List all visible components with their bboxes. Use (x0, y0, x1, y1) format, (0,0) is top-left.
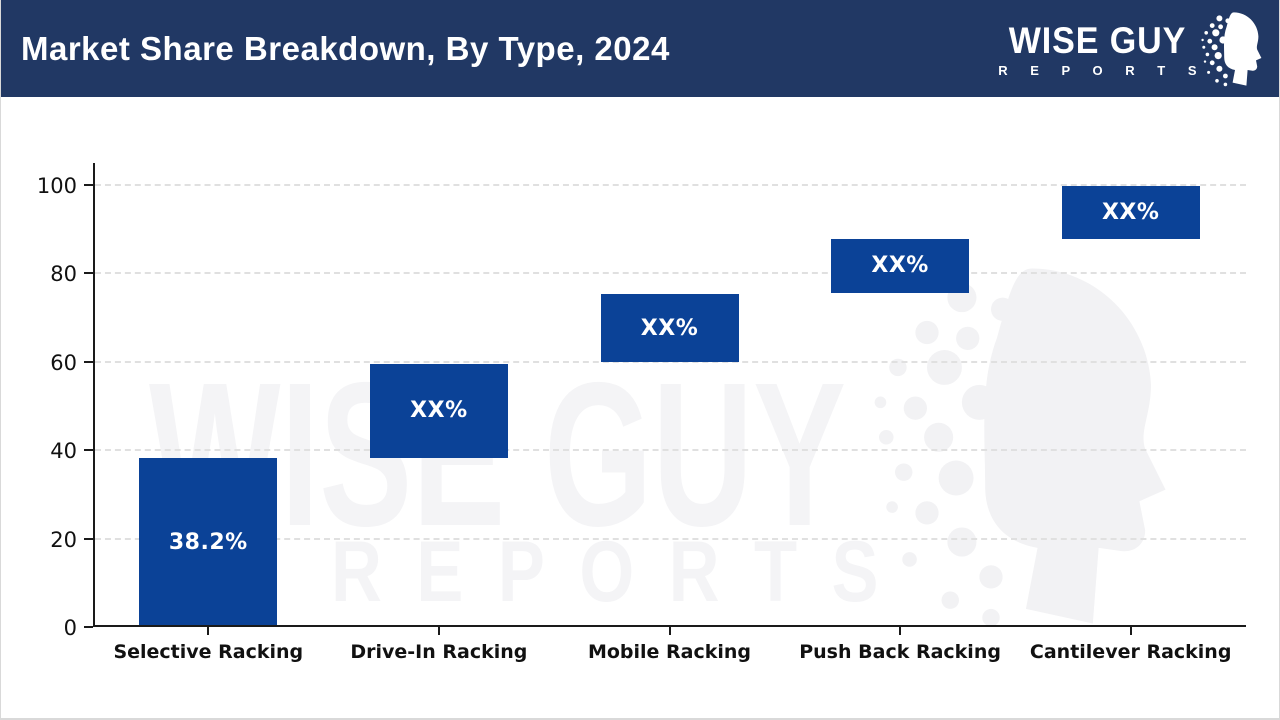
y-tick-label: 100 (36, 173, 77, 198)
gridline (95, 449, 1246, 451)
y-tick-mark (84, 183, 93, 186)
gridline (95, 537, 1246, 540)
y-tick-mark (84, 626, 93, 628)
y-axis-line (93, 163, 95, 627)
logo-text: WISE GUY R E P O R T S (998, 20, 1197, 78)
x-tick-mark (668, 627, 671, 635)
y-tick-label: 0 (63, 616, 77, 640)
gridline (95, 183, 1246, 186)
x-tick-mark (437, 627, 440, 635)
bar-cantilever-racking: XX% (1061, 185, 1200, 240)
plot-area: 0 20 40 60 80 100 38.2% Selective Racking XX% Dri… (37, 163, 1246, 663)
x-axis-label: Selective Racking (113, 641, 304, 663)
bar-value-label: XX% (871, 253, 929, 279)
page-title: Market Share Breakdown, By Type, 2024 (21, 29, 670, 67)
y-tick-mark (84, 537, 93, 540)
bar-value-label: XX% (410, 398, 468, 424)
x-axis-label: Drive-In Racking (350, 641, 528, 663)
bar-selective-racking: 38.2% (139, 457, 278, 627)
bar-drive-in-racking: XX% (369, 363, 508, 458)
y-tick-label: 40 (50, 439, 77, 463)
bar-mobile-racking: XX% (600, 293, 739, 363)
y-tick-mark (84, 360, 93, 363)
x-tick-mark (207, 627, 210, 635)
y-tick-label: 60 (50, 350, 77, 375)
header: Market Share Breakdown, By Type, 2024 WI… (1, 0, 1279, 97)
x-tick-mark (899, 627, 902, 635)
y-tick-mark (84, 449, 93, 451)
bar-push-back-racking: XX% (831, 238, 970, 293)
x-axis-label: Push Back Racking (799, 641, 1001, 663)
y-tick-label: 80 (50, 262, 77, 286)
logo: WISE GUY R E P O R T S (998, 10, 1265, 88)
y-tick-mark (84, 272, 93, 274)
x-axis-label: Mobile Racking (587, 641, 752, 663)
bar-value-label: XX% (1101, 200, 1160, 226)
gridline (95, 272, 1246, 274)
y-tick-label: 20 (50, 527, 77, 552)
x-axis-line (93, 625, 1246, 627)
bar-value-label: 38.2% (168, 529, 248, 555)
bar-value-label: XX% (640, 315, 699, 341)
logo-subtext: R E P O R T S (998, 62, 1206, 78)
logo-head-icon (1201, 11, 1262, 86)
logo-wordmark: WISE GUY (1008, 19, 1187, 61)
x-tick-mark (1129, 627, 1132, 635)
x-axis-label: Cantilever Racking (1029, 641, 1232, 663)
